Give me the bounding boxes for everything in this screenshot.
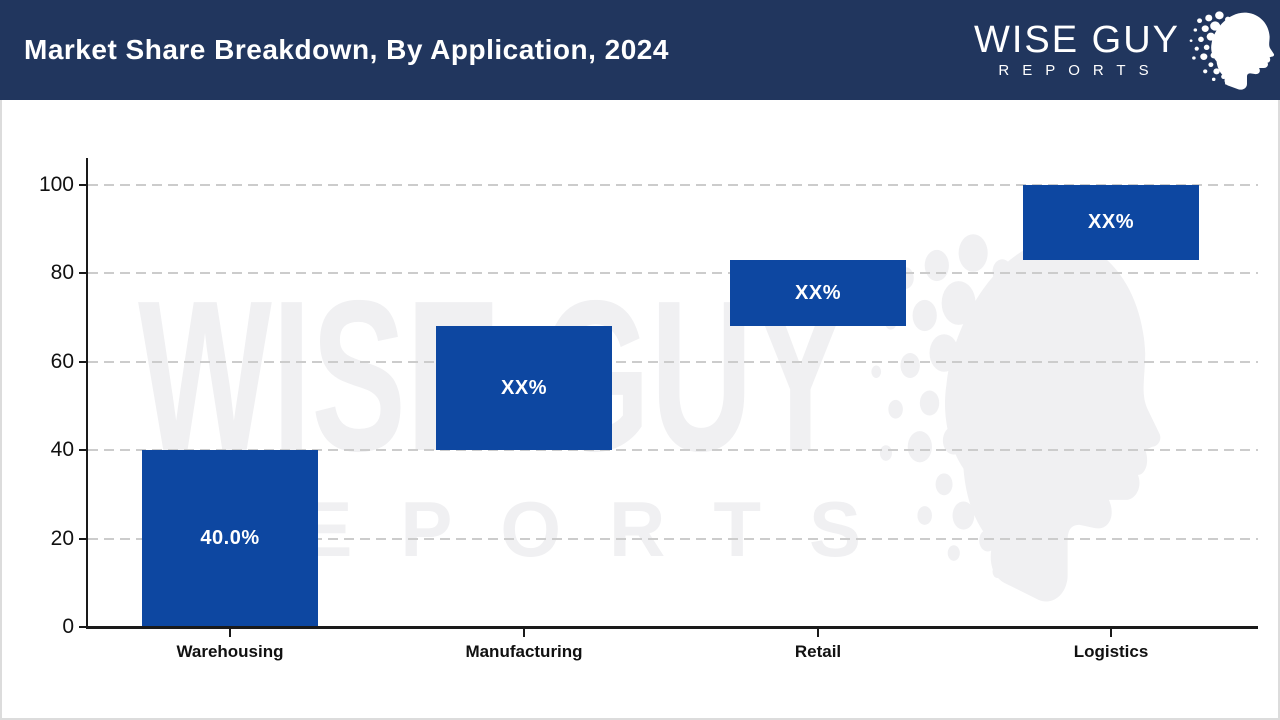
gridline-20 [88, 537, 1258, 540]
x-category-label-retail: Retail [794, 642, 842, 661]
gridline-80 [88, 272, 1258, 275]
y-tick-label-20: 20 [50, 526, 74, 550]
y-tick-0 [79, 626, 87, 628]
x-category-label-warehousing: Warehousing [176, 642, 284, 661]
y-tick-label-60: 60 [50, 349, 74, 373]
bar-value-label-logistics: XX% [1088, 211, 1134, 234]
x-category-label-logistics: Logistics [1073, 642, 1149, 661]
logo-subtext: REPORTS [998, 62, 1162, 80]
bar-value-label-manufacturing: XX% [501, 376, 547, 399]
logo-wordmark: WISE GUY [973, 18, 1180, 61]
x-tick-manufacturing [523, 629, 525, 637]
gridline-100 [88, 184, 1258, 186]
gridline-40 [88, 449, 1258, 452]
header-banner: Market Share Breakdown, By Application, … [0, 0, 1280, 100]
y-tick-label-100: 100 [38, 173, 74, 196]
wiseguy-logo: WISE GUY REPORTS [974, 8, 1276, 92]
plot-area: WISE GUY REPORTS 0 20 40 60 80 100 40.0% Wareho… [0, 100, 1280, 720]
y-tick-20 [79, 537, 87, 540]
y-tick-label-80: 80 [50, 261, 74, 285]
wiseguy-logo-text: WISE GUY REPORTS [973, 18, 1180, 80]
bar-manufacturing: XX% [436, 326, 612, 451]
gridline-60 [88, 360, 1258, 363]
y-tick-60 [79, 360, 87, 363]
x-axis-line [86, 626, 1258, 629]
y-tick-label-0: 0 [62, 615, 74, 638]
bar-logistics: XX% [1023, 185, 1199, 261]
y-tick-80 [79, 272, 87, 275]
x-category-label-manufacturing: Manufacturing [465, 642, 583, 661]
x-tick-warehousing [229, 629, 231, 637]
y-tick-label-40: 40 [50, 438, 74, 462]
y-axis-line [86, 158, 88, 629]
bar-value-label-warehousing: 40.0% [200, 527, 260, 550]
bar-warehousing: 40.0% [142, 450, 318, 627]
y-tick-40 [79, 449, 87, 452]
wiseguy-head-icon [1189, 11, 1275, 90]
page-title: Market Share Breakdown, By Application, … [24, 34, 669, 65]
bar-retail: XX% [730, 260, 906, 327]
watermark-head-icon [871, 234, 1161, 602]
x-tick-retail [817, 629, 819, 637]
bar-value-label-retail: XX% [795, 281, 841, 304]
x-tick-logistics [1110, 629, 1112, 637]
y-tick-100 [79, 184, 87, 186]
